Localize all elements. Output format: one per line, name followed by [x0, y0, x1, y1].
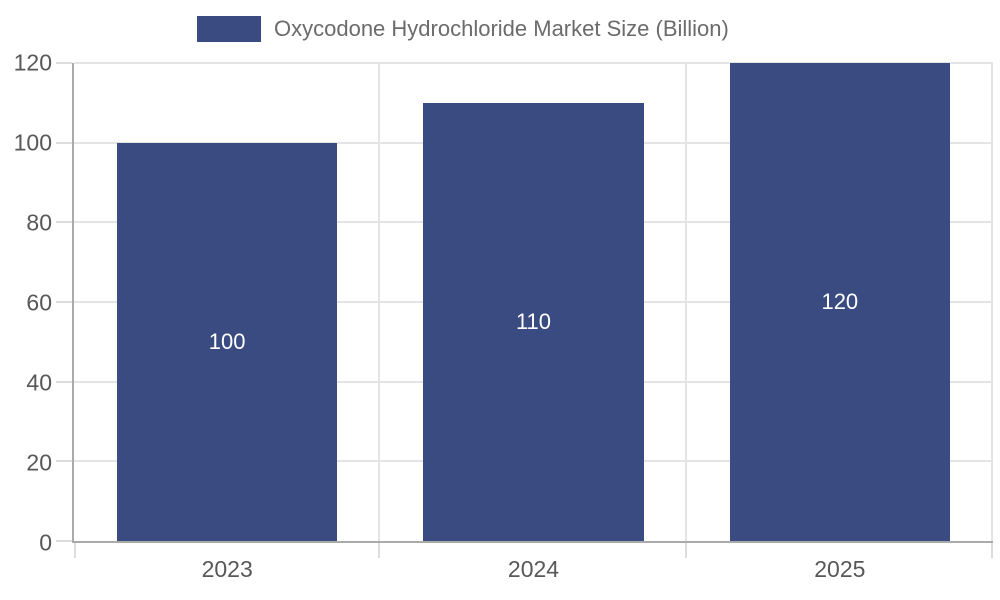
plot-area: 100 110 120 [56, 62, 993, 558]
y-axis-tick [56, 141, 72, 144]
legend-label: Oxycodone Hydrochloride Market Size (Bil… [274, 16, 729, 41]
bar-value-label: 110 [515, 308, 552, 334]
gridline-vertical [684, 63, 687, 541]
x-axis: 2023 2024 2025 [74, 556, 993, 590]
x-axis-tick [991, 543, 993, 558]
y-axis-tick-label: 60 [26, 289, 52, 316]
bar[interactable]: 120 [729, 63, 951, 541]
y-axis-tick-label: 20 [26, 449, 52, 476]
y-axis-tick-label: 80 [26, 209, 52, 236]
x-axis-tick [684, 543, 687, 558]
legend-swatch [197, 16, 261, 42]
bar-value-label: 120 [821, 289, 859, 314]
gridline-vertical [378, 63, 381, 541]
x-axis-tick-label: 2024 [507, 556, 560, 582]
bar-value-label: 100 [208, 328, 246, 354]
x-axis-tick-label: 2023 [201, 556, 253, 582]
y-axis-tick-label: 0 [39, 529, 52, 556]
y-axis: 0 20 40 60 80 100 120 [0, 50, 52, 556]
y-axis-tick [56, 62, 72, 64]
y-axis-tick [56, 301, 72, 303]
y-axis-tick-label: 100 [13, 129, 52, 156]
gridline-horizontal [74, 62, 993, 64]
x-axis-tick-label: 2025 [814, 556, 866, 582]
x-axis-tick [74, 543, 76, 558]
y-axis-tick [56, 540, 72, 542]
y-axis-tick [56, 380, 72, 383]
x-axis-tick [378, 543, 381, 558]
bar[interactable]: 110 [423, 102, 644, 541]
y-axis-tick-label: 40 [26, 369, 52, 396]
gridline-vertical [991, 63, 993, 541]
y-axis-tick [56, 460, 72, 463]
bar[interactable]: 100 [116, 142, 338, 541]
y-axis-tick-label: 120 [13, 49, 52, 76]
legend[interactable]: Oxycodone Hydrochloride Market Size (Bil… [197, 14, 729, 44]
y-axis-tick [56, 221, 72, 224]
